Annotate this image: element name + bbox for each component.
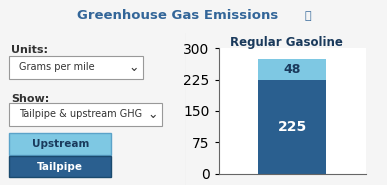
Text: 48: 48	[284, 63, 301, 76]
Text: Grams per mile: Grams per mile	[19, 62, 94, 73]
Bar	[259, 59, 326, 80]
Text: ⓘ: ⓘ	[304, 11, 311, 21]
FancyBboxPatch shape	[9, 56, 143, 79]
Text: ⌄: ⌄	[147, 108, 158, 121]
Text: Greenhouse Gas Emissions: Greenhouse Gas Emissions	[77, 9, 279, 23]
Text: Tailpipe & upstream GHG: Tailpipe & upstream GHG	[19, 110, 142, 120]
Text: Tailpipe: Tailpipe	[38, 162, 83, 172]
Text: Units:: Units:	[11, 46, 48, 56]
Text: ⌄: ⌄	[128, 61, 139, 74]
Text: Show:: Show:	[11, 94, 50, 104]
FancyBboxPatch shape	[9, 103, 162, 126]
Text: Upstream: Upstream	[32, 139, 89, 149]
Text: 225: 225	[277, 120, 307, 134]
Text: Regular Gasoline: Regular Gasoline	[230, 36, 343, 49]
FancyBboxPatch shape	[9, 133, 111, 155]
FancyBboxPatch shape	[9, 156, 111, 177]
Bar	[259, 80, 326, 174]
